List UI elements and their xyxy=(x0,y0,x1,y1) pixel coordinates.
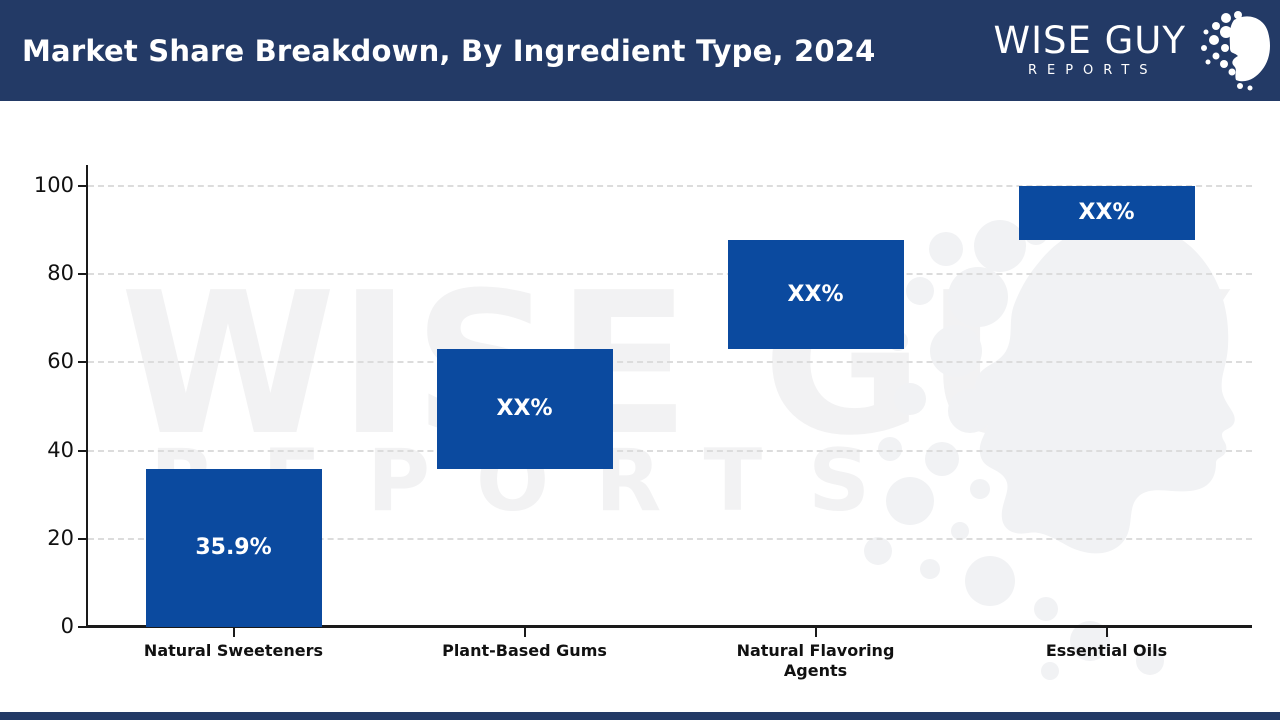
y-tick-label: 60 xyxy=(47,349,74,374)
category-label: Natural Flavoring Agents xyxy=(736,641,895,680)
logo-text: WISE GUY REPORTS xyxy=(993,19,1186,78)
gridline-40 xyxy=(88,449,1252,452)
x-tick-mark-4 xyxy=(1105,628,1108,637)
logo-wordmark: WISE GUY xyxy=(993,19,1186,63)
bar-1: 35.9% xyxy=(145,468,322,627)
category-label: Natural Sweeteners xyxy=(143,641,324,660)
y-tick-mark-60 xyxy=(78,361,87,364)
y-tick-mark-80 xyxy=(78,273,87,276)
bar-value-label: XX% xyxy=(496,396,553,422)
y-tick-mark-100 xyxy=(78,185,87,187)
gridline-60 xyxy=(88,361,1252,364)
bar-value-label: 35.9% xyxy=(195,535,272,561)
x-axis-line xyxy=(86,625,1252,628)
y-axis-line xyxy=(86,165,88,628)
wise-guy-logo: WISE GUY REPORTS xyxy=(994,8,1274,92)
gridline-20 xyxy=(88,537,1252,540)
chart-area: WISE GUY REPORTS 0 20 40 60 80 100 35. xyxy=(0,101,1280,712)
category-label: Essential Oils xyxy=(1045,641,1168,660)
bar-2: XX% xyxy=(436,349,613,469)
header-bar: Market Share Breakdown, By Ingredient Ty… xyxy=(0,0,1280,101)
y-tick-label: 0 xyxy=(60,614,74,638)
gridline-100 xyxy=(88,185,1252,187)
bar-value-label: XX% xyxy=(1078,200,1135,226)
logo-subtitle: REPORTS xyxy=(1027,62,1158,78)
bar-3: XX% xyxy=(727,239,904,350)
x-tick-mark-1 xyxy=(232,628,235,637)
watermark-wordmark: WISE GUY xyxy=(120,251,1231,479)
category-label: Plant-Based Gums xyxy=(442,641,607,660)
y-tick-label: 20 xyxy=(47,525,74,550)
x-tick-mark-3 xyxy=(814,628,817,637)
y-tick-label: 100 xyxy=(33,173,74,197)
bar-value-label: XX% xyxy=(787,281,844,307)
y-tick-label: 80 xyxy=(47,261,74,286)
x-tick-mark-2 xyxy=(523,628,526,637)
logo-face-icon xyxy=(1201,11,1270,91)
y-tick-mark-20 xyxy=(78,537,87,540)
page-title: Market Share Breakdown, By Ingredient Ty… xyxy=(22,34,876,68)
y-tick-label: 40 xyxy=(47,437,74,462)
gridline-80 xyxy=(88,273,1252,276)
footer-bar xyxy=(0,712,1280,720)
y-tick-mark-0 xyxy=(78,626,87,628)
bar-4: XX% xyxy=(1018,186,1195,240)
y-tick-mark-40 xyxy=(78,449,87,452)
